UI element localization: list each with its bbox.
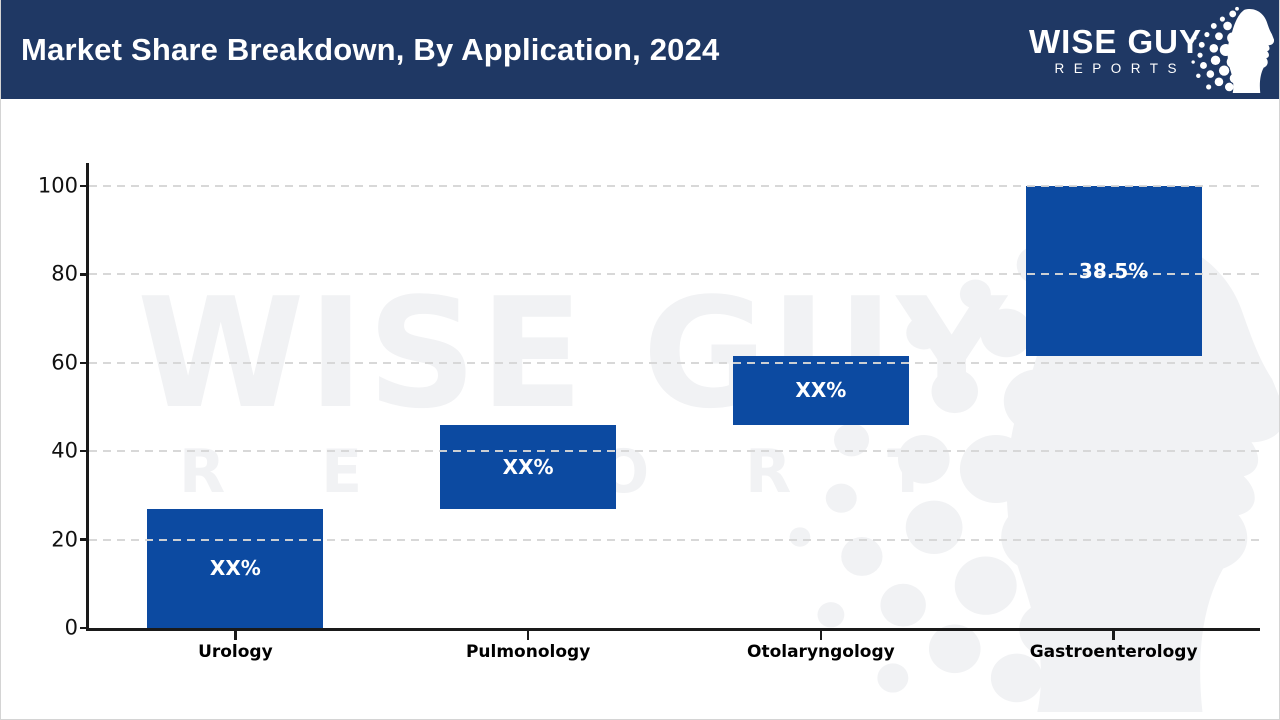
bar-value-label: 38.5%	[1078, 259, 1149, 284]
head-dot	[1193, 36, 1197, 40]
x-axis-spine	[86, 628, 1260, 631]
head-dot	[1235, 6, 1239, 11]
x-tick-mark	[234, 631, 237, 640]
dotted-head-icon	[1191, 6, 1275, 93]
head-dot	[1191, 60, 1195, 64]
head-dot	[1236, 86, 1243, 93]
head-dot	[1218, 65, 1230, 76]
head-dot	[1243, 80, 1253, 89]
head-dot	[1206, 70, 1215, 78]
logo-wordmark: WISE GUY	[1029, 22, 1203, 60]
y-tick-mark	[80, 626, 89, 630]
y-tick-mark	[80, 184, 89, 188]
bar-value-label: XX%	[795, 378, 847, 403]
head-dot	[1196, 73, 1201, 79]
y-tick-label: 80	[51, 261, 78, 286]
head-dot	[1226, 56, 1239, 69]
head-dot	[1198, 41, 1205, 48]
page-title: Market Share Breakdown, By Application, …	[21, 31, 720, 67]
head-dot	[1227, 32, 1239, 44]
head-dot	[1204, 31, 1210, 38]
head-dot	[1210, 55, 1221, 66]
head-dot	[1219, 43, 1232, 57]
head-dot	[1237, 67, 1248, 78]
bar-value-label: XX%	[209, 556, 261, 581]
bar-value-label: XX%	[502, 454, 554, 479]
gridline-y20	[89, 538, 1260, 541]
y-tick-mark	[80, 538, 89, 541]
y-tick-label: 60	[51, 350, 78, 375]
head-dot	[1219, 16, 1226, 22]
gridline-y80	[89, 273, 1260, 276]
head-dot	[1229, 10, 1237, 18]
x-tick-mark	[526, 631, 530, 640]
head-dot	[1209, 43, 1219, 53]
head-dot	[1215, 32, 1223, 41]
x-tick-label-pulmonology: Pulmonology	[465, 642, 591, 662]
x-tick-mark	[819, 631, 823, 640]
head-dot	[1233, 44, 1244, 56]
head-dot	[1197, 52, 1203, 58]
x-tick-mark	[1112, 631, 1115, 640]
head-dot	[1229, 73, 1240, 84]
bar-pulmonology	[440, 424, 617, 509]
y-tick-mark	[80, 449, 89, 453]
head-dot	[1246, 9, 1252, 14]
head-dot	[1225, 82, 1234, 92]
y-tick-label: 0	[64, 615, 78, 640]
head-dot	[1206, 84, 1212, 90]
logo-subtext: REPORTS	[1054, 60, 1187, 76]
gridline-y60	[89, 361, 1260, 364]
head-dot	[1223, 21, 1232, 31]
head-dot	[1214, 77, 1224, 87]
y-axis-spine	[86, 163, 89, 631]
y-tick-mark	[80, 273, 89, 276]
wise-guy-logo: WISE GUY REPORTS	[1029, 4, 1279, 96]
x-tick-label-otolaryngology: Otolaryngology	[747, 642, 895, 662]
y-tick-label: 40	[51, 438, 78, 463]
head-dot	[1200, 62, 1207, 69]
x-tick-label-gastroenterology: Gastroenterology	[1029, 642, 1198, 662]
bar-urology	[147, 508, 324, 628]
bar-chart: 0 20 40 60 80 100 XX% Urology XX% Pulmonology XX% O…	[1, 99, 1279, 719]
gridline-y100	[89, 185, 1260, 187]
gridline-y40	[89, 450, 1260, 453]
y-tick-label: 100	[37, 173, 78, 198]
header-band: Market Share Breakdown, By Application, …	[1, 0, 1279, 99]
head-dot	[1235, 23, 1244, 32]
y-tick-label: 20	[51, 527, 78, 552]
logo-text: WISE GUY REPORTS	[1029, 25, 1202, 76]
head-dot	[1210, 22, 1217, 29]
y-tick-mark	[80, 361, 89, 365]
head-dot	[1239, 15, 1247, 23]
x-tick-label-urology: Urology	[198, 642, 273, 662]
